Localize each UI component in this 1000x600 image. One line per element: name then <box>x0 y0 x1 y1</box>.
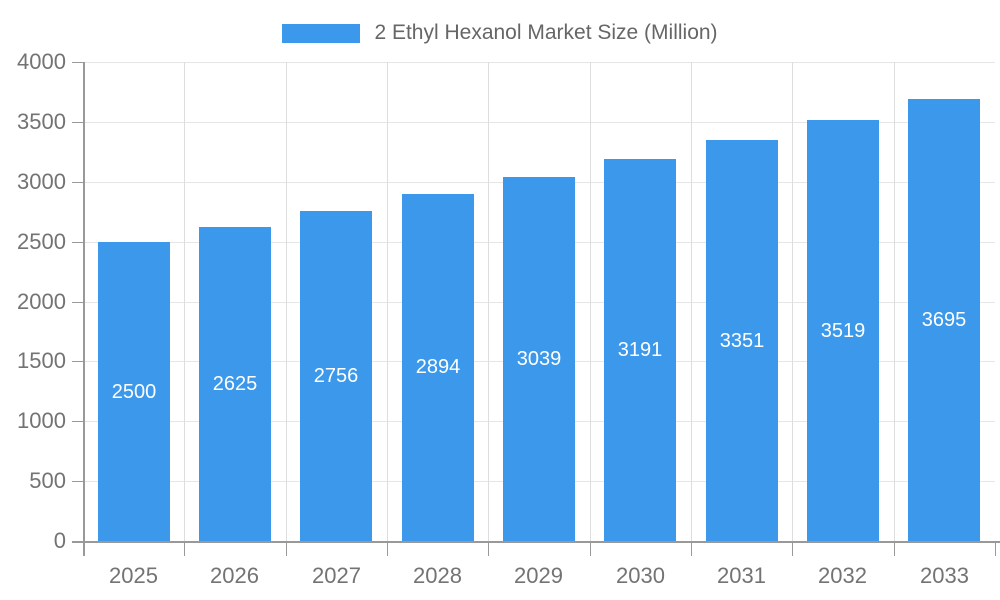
y-axis-label: 2000 <box>17 289 66 314</box>
bar-2029[interactable]: 3039 <box>503 177 575 541</box>
bar-value-label: 3191 <box>617 339 663 361</box>
y-axis-tick <box>72 242 83 243</box>
gridline-vertical <box>792 62 793 541</box>
gridline-vertical <box>590 62 591 541</box>
bar-value-label: 3695 <box>921 309 967 331</box>
legend[interactable]: 2 Ethyl Hexanol Market Size (Million) <box>0 20 1000 46</box>
y-axis-label: 0 <box>53 528 66 553</box>
x-axis-tick <box>286 541 287 556</box>
gridline-vertical <box>286 62 287 541</box>
x-axis-label: 2026 <box>210 563 259 588</box>
y-axis-label: 1500 <box>17 348 66 373</box>
y-axis-label: 4000 <box>17 49 66 74</box>
legend-swatch <box>282 23 361 43</box>
y-axis-label: 3000 <box>17 169 66 194</box>
gridline-vertical <box>184 62 185 541</box>
bar-value-label: 2500 <box>111 381 157 403</box>
x-axis-tick <box>792 541 793 556</box>
y-axis-tick <box>72 182 83 183</box>
x-axis-tick <box>691 541 692 556</box>
bar-value-label: 2756 <box>313 365 359 387</box>
x-axis-label: 2033 <box>920 563 969 588</box>
gridline-vertical <box>387 62 388 541</box>
y-axis-label: 500 <box>29 468 66 493</box>
x-axis-tick <box>184 541 185 556</box>
gridline-vertical <box>488 62 489 541</box>
bar-2025[interactable]: 2500 <box>98 242 170 541</box>
bar-2030[interactable]: 3191 <box>604 159 676 541</box>
y-axis-line <box>83 62 85 556</box>
bar-2028[interactable]: 2894 <box>402 194 474 541</box>
bar-2032[interactable]: 3519 <box>807 120 879 541</box>
gridline-vertical <box>691 62 692 541</box>
x-axis-tick <box>995 541 996 556</box>
y-axis-tick <box>72 481 83 482</box>
x-axis-label: 2032 <box>818 563 867 588</box>
x-axis-tick <box>894 541 895 556</box>
x-axis-label: 2027 <box>312 563 361 588</box>
legend-label: 2 Ethyl Hexanol Market Size (Million) <box>374 21 718 44</box>
x-axis-tick <box>488 541 489 556</box>
bar-value-label: 3351 <box>719 330 765 352</box>
x-axis-label: 2025 <box>109 563 158 588</box>
bar-value-label: 2894 <box>415 356 461 378</box>
y-axis-tick <box>72 421 83 422</box>
bar-value-label: 2625 <box>212 373 258 395</box>
y-axis-label: 1000 <box>17 408 66 433</box>
bar-2033[interactable]: 3695 <box>908 99 980 541</box>
y-axis-tick <box>72 122 83 123</box>
x-axis-label: 2029 <box>514 563 563 588</box>
x-axis-label: 2030 <box>616 563 665 588</box>
bar-value-label: 3519 <box>820 320 866 342</box>
gridline-vertical <box>894 62 895 541</box>
bar-2027[interactable]: 2756 <box>300 211 372 541</box>
bar-2026[interactable]: 2625 <box>199 227 271 541</box>
x-axis-tick <box>387 541 388 556</box>
bar-value-label: 3039 <box>516 348 562 370</box>
y-axis-tick <box>72 62 83 63</box>
y-axis-tick <box>72 302 83 303</box>
x-axis-label: 2028 <box>413 563 462 588</box>
x-axis-tick <box>590 541 591 556</box>
gridline-horizontal <box>83 122 995 123</box>
x-axis-line <box>72 541 1000 543</box>
gridline-horizontal <box>83 62 995 63</box>
y-axis-label: 3500 <box>17 109 66 134</box>
bar-2031[interactable]: 3351 <box>706 140 778 541</box>
y-axis-label: 2500 <box>17 229 66 254</box>
y-axis-tick <box>72 361 83 362</box>
x-axis-label: 2031 <box>717 563 766 588</box>
